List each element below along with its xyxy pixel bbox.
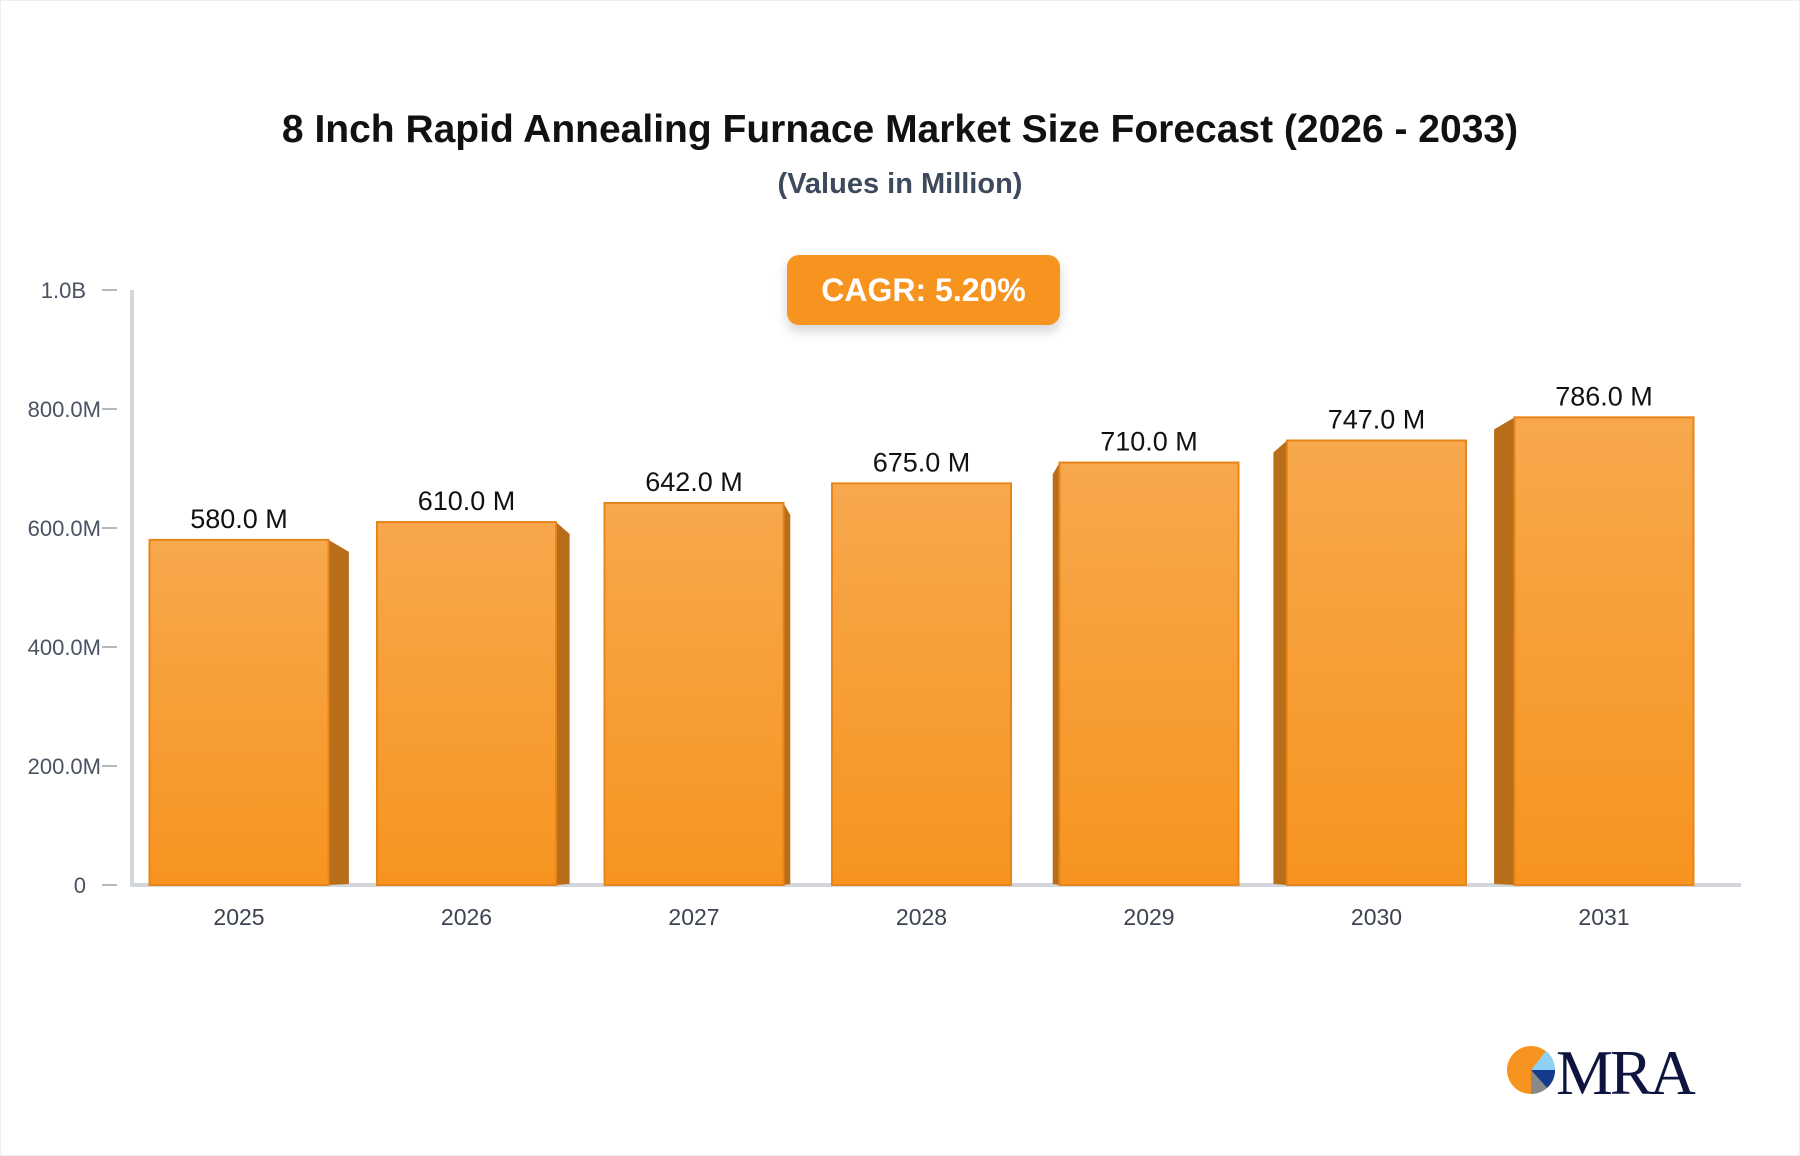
bar-group: 747.0 M 2030 <box>1273 405 1467 930</box>
bar-side <box>328 539 349 885</box>
bar <box>831 482 1012 886</box>
bar-side <box>556 522 570 885</box>
data-label: 675.0 M <box>873 447 971 477</box>
bar-side <box>1494 417 1515 885</box>
cagr-badge: CAGR: 5.20% <box>787 255 1060 325</box>
y-tick-label: 400.0M <box>28 635 101 660</box>
chart-title: 8 Inch Rapid Annealing Furnace Market Si… <box>281 108 1519 151</box>
bar-group: 642.0 M 2027 <box>603 467 791 930</box>
bar-group: 610.0 M 2026 <box>376 486 570 930</box>
x-tick-label: 2025 <box>213 904 264 930</box>
bar-side <box>1273 440 1287 885</box>
x-tick-label: 2028 <box>896 904 947 930</box>
y-tick-label: 1.0B <box>41 278 86 303</box>
chart-subtitle: (Values in Million) <box>777 168 1023 200</box>
logo-text: MRA <box>1556 1037 1696 1108</box>
y-tick-label: 200.0M <box>28 754 101 779</box>
data-label: 747.0 M <box>1328 405 1426 435</box>
bar-group: 786.0 M 2031 <box>1494 381 1695 930</box>
x-tick-label: 2030 <box>1351 904 1402 930</box>
bar <box>1513 416 1695 886</box>
data-label: 786.0 M <box>1555 381 1653 411</box>
y-tick-label: 800.0M <box>28 397 101 422</box>
bar-group: 710.0 M 2029 <box>1052 427 1240 930</box>
bar <box>148 538 330 887</box>
x-tick-label: 2031 <box>1578 904 1629 930</box>
bar-group: 675.0 M 2028 <box>831 447 1012 930</box>
bar-side <box>1052 462 1060 885</box>
data-label: 642.0 M <box>645 467 743 497</box>
bar <box>376 521 557 886</box>
x-tick-label: 2029 <box>1123 904 1174 930</box>
x-tick-label: 2027 <box>668 904 719 930</box>
bar <box>1286 439 1467 886</box>
pie-logo-icon <box>1507 1046 1556 1095</box>
data-label: 610.0 M <box>418 486 516 516</box>
x-tick-label: 2026 <box>441 904 492 930</box>
bar <box>1058 461 1240 886</box>
mra-logo: MRA <box>1506 1037 1696 1108</box>
data-label: 580.0 M <box>190 504 288 534</box>
data-label: 710.0 M <box>1100 427 1198 457</box>
y-tick-label: 600.0M <box>28 516 101 541</box>
bar-group: 580.0 M 2025 <box>148 504 349 930</box>
y-tick-label: 0 <box>74 873 86 898</box>
bar <box>603 502 785 886</box>
bar-side <box>783 503 791 885</box>
